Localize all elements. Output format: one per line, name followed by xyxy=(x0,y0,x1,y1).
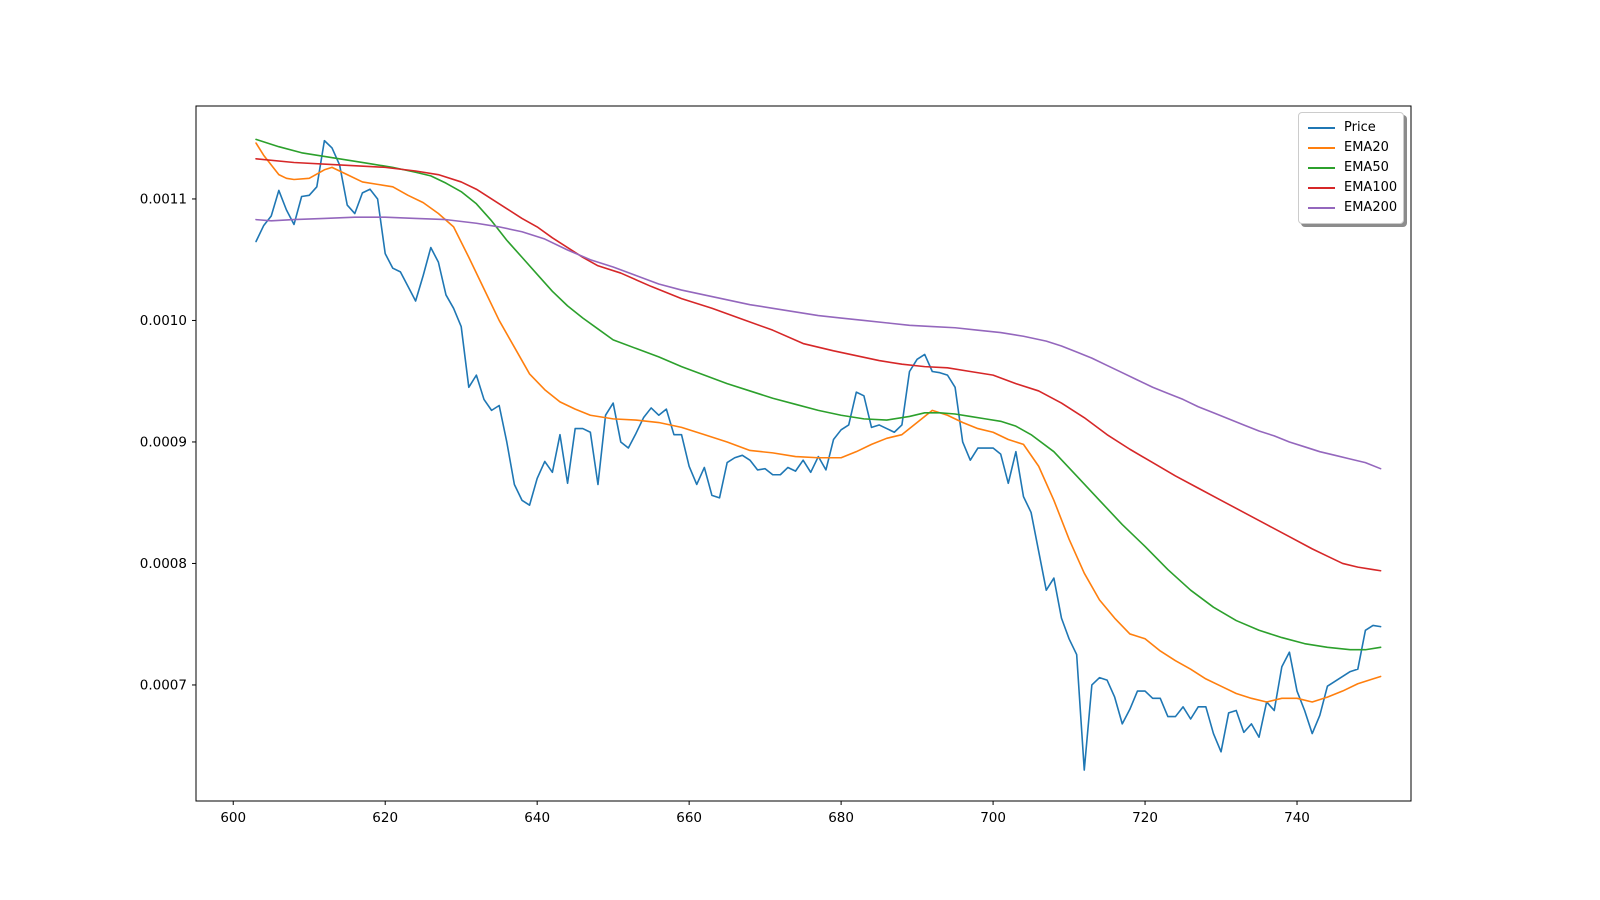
legend-item-ema50: EMA50 xyxy=(1308,158,1395,178)
price-line-swatch xyxy=(1308,127,1335,129)
legend-label-ema20: EMA20 xyxy=(1344,140,1389,155)
legend-label-price: Price xyxy=(1344,120,1376,135)
axes-spines xyxy=(195,105,1412,802)
legend-label-ema100: EMA100 xyxy=(1344,180,1398,195)
y-tick-label: 0.0007 xyxy=(140,677,187,693)
legend: Price EMA20 EMA50 EMA100 EMA200 xyxy=(1298,112,1404,224)
x-tick-label: 700 xyxy=(980,810,1006,826)
legend-item-ema100: EMA100 xyxy=(1308,178,1398,198)
y-tick-label: 0.0008 xyxy=(140,556,187,572)
legend-label-ema200: EMA200 xyxy=(1344,200,1398,215)
x-tick-label: 680 xyxy=(828,810,854,826)
y-tick-label: 0.0009 xyxy=(140,434,187,450)
y-tick-label: 0.0010 xyxy=(140,313,187,329)
legend-item-ema20: EMA20 xyxy=(1308,138,1395,158)
x-tick-label: 660 xyxy=(676,810,702,826)
legend-item-ema200: EMA200 xyxy=(1308,198,1398,218)
ema20-line-swatch xyxy=(1308,147,1335,149)
legend-label-ema50: EMA50 xyxy=(1344,160,1389,175)
ema100-line-swatch xyxy=(1308,187,1335,189)
x-tick-label: 640 xyxy=(524,810,550,826)
legend-item-price: Price xyxy=(1308,118,1395,138)
series-line-price xyxy=(255,139,1382,771)
ema200-line-swatch xyxy=(1308,207,1335,209)
series-line-ema200 xyxy=(255,216,1382,470)
ema50-line-swatch xyxy=(1308,167,1335,169)
x-tick-label: 720 xyxy=(1132,810,1158,826)
x-tick-label: 740 xyxy=(1284,810,1310,826)
x-tick-label: 620 xyxy=(372,810,398,826)
series-line-ema20 xyxy=(255,142,1382,703)
series-line-ema50 xyxy=(255,138,1382,651)
series-line-ema100 xyxy=(255,158,1382,572)
y-tick-label: 0.0011 xyxy=(140,191,187,207)
x-tick-label: 600 xyxy=(220,810,246,826)
